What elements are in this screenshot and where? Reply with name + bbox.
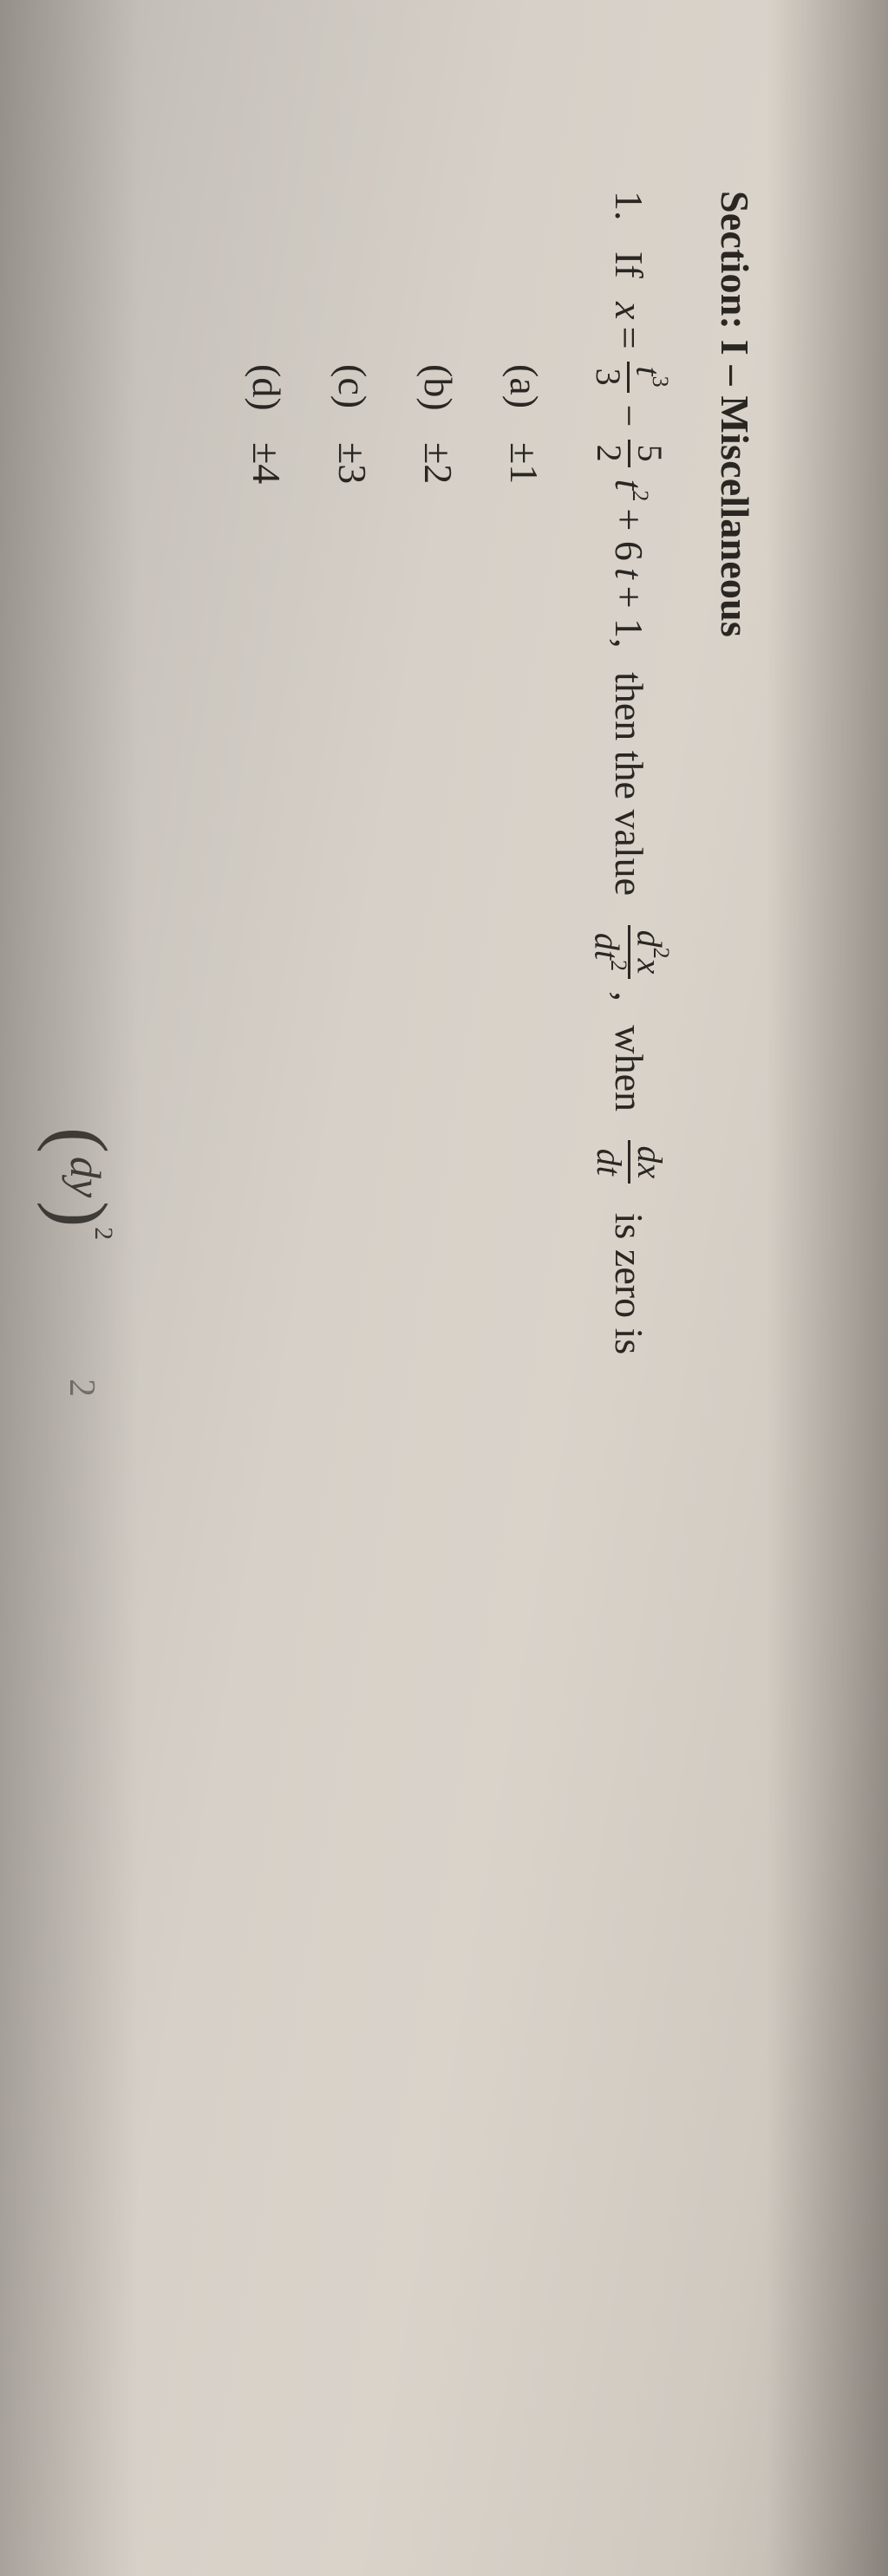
d2-d: d [630,930,669,948]
frac-d2x-dt2: d2x dt2 [589,925,669,980]
num-exp-3: 3 [648,376,673,388]
d2-x: x [630,959,669,975]
num-5: 5 [630,440,667,467]
paren-close: ) [52,1201,107,1227]
comma: , [606,991,652,1001]
var-t: t [607,479,651,491]
dx-x: x [630,1163,669,1178]
option-d-value: ±4 [244,442,290,484]
option-a-label: (a) [501,364,547,442]
text-when: when [606,1025,652,1112]
option-c-value: ±3 [330,442,375,484]
den-2: 2 [591,440,628,467]
cropped-trail: 2 [61,1379,102,1397]
d2den-t: t [587,950,626,960]
paren-open: ( [52,1127,107,1153]
options-block: (a) ±1 (b) ±2 (c) ±3 (d) ±4 [244,364,547,2437]
question-row: 1. If x = t3 3 − 5 2 [589,191,669,2437]
plus-1: + 1, [606,586,652,649]
d2-exp: 2 [649,948,674,959]
cropped-exp-2: 2 [88,1227,118,1240]
option-c-label: (c) [330,364,375,442]
option-a: (a) ±1 [501,364,547,2437]
den-3: 3 [591,363,627,391]
frac-5-over-2: 5 2 [591,440,667,467]
option-d-label: (d) [244,364,290,442]
text-is-zero-is: is zero is [606,1213,652,1355]
text-then-the-value: then the value [606,672,652,896]
option-c: (c) ±3 [330,364,375,2437]
frac-t3-over-3: t3 3 [591,362,668,393]
option-b: (b) ±2 [415,364,461,2437]
dx-d: d [630,1145,669,1163]
d2den-d: d [587,933,626,950]
equals-sign: = [606,327,652,349]
num-t: t [630,367,669,376]
question-stem: If x = t3 3 − 5 2 t2 [589,251,669,1354]
plus-6: + 6 [606,508,652,560]
cropped-next-question: ( dy ) 2 2 [61,1127,115,1397]
var-x: x [606,302,652,319]
cropped-dy: dy [61,1153,111,1201]
option-b-value: ±2 [415,442,461,484]
d2den-exp: 2 [606,960,631,971]
text-if: If [606,251,652,278]
question-number: 1. [606,191,652,251]
page-shadow-top [767,0,888,2576]
exp-2: 2 [628,490,653,501]
section-title: Section: I – Miscellaneous [712,191,758,2437]
option-b-label: (b) [415,364,461,442]
option-a-value: ±1 [501,442,547,484]
var-t-2: t [606,568,652,579]
minus-sign: − [606,405,652,427]
option-d: (d) ±4 [244,364,290,2437]
dt-t: t [590,1166,629,1176]
dt-d: d [590,1149,629,1166]
frac-dx-dt: dx dt [591,1140,667,1184]
